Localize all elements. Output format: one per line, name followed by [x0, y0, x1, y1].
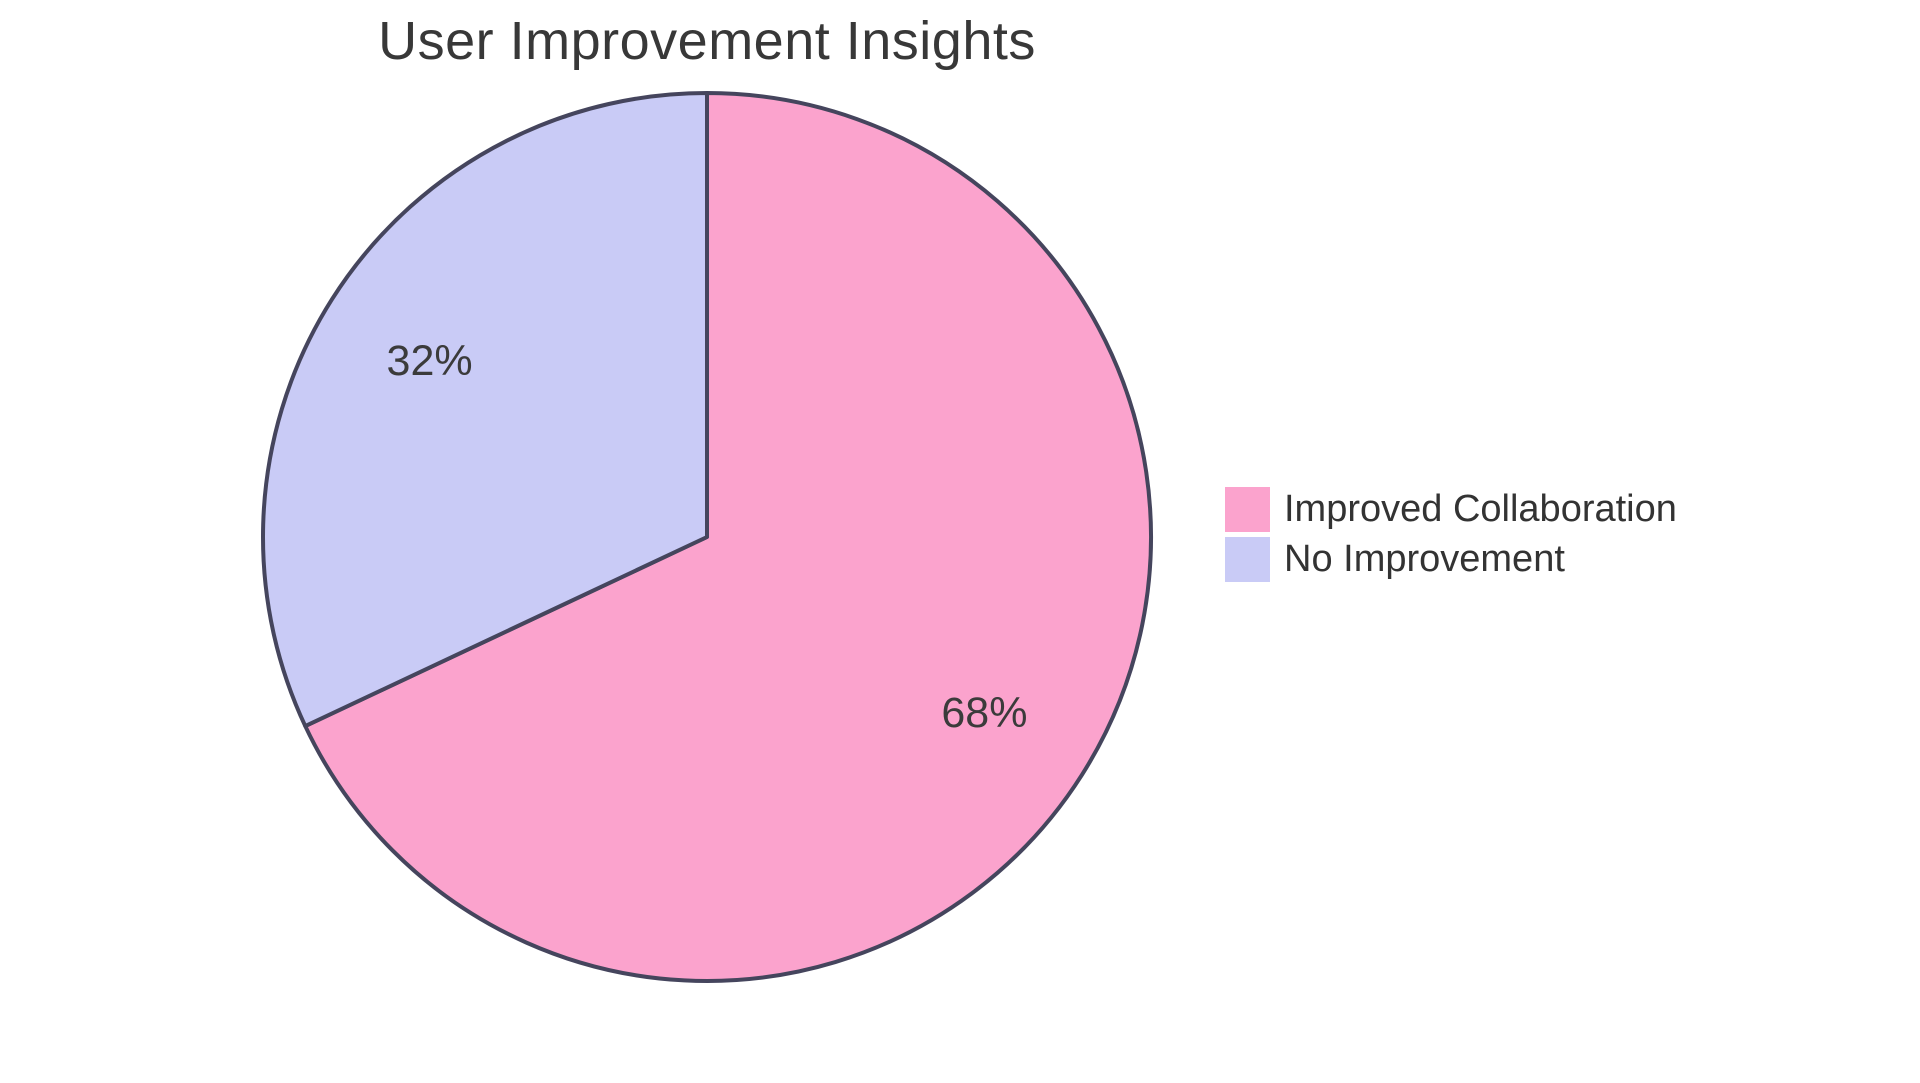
legend-item-no-improvement: No Improvement — [1225, 537, 1677, 582]
chart-title: User Improvement Insights — [378, 11, 1036, 71]
slice-percentage-label-improved-collaboration: 68% — [941, 689, 1027, 737]
legend-label-no-improvement: No Improvement — [1284, 538, 1565, 580]
pie-slice-no-improvement — [261, 91, 709, 729]
legend-label-improved-collaboration: Improved Collaboration — [1284, 488, 1677, 530]
slice-percentage-label-no-improvement: 32% — [387, 337, 473, 385]
legend-swatch-no-improvement — [1225, 537, 1270, 582]
legend-item-improved-collaboration: Improved Collaboration — [1225, 487, 1677, 532]
legend: Improved Collaboration No Improvement — [1225, 487, 1677, 582]
legend-swatch-improved-collaboration — [1225, 487, 1270, 532]
pie-slice-improved-collaboration — [303, 91, 1153, 983]
